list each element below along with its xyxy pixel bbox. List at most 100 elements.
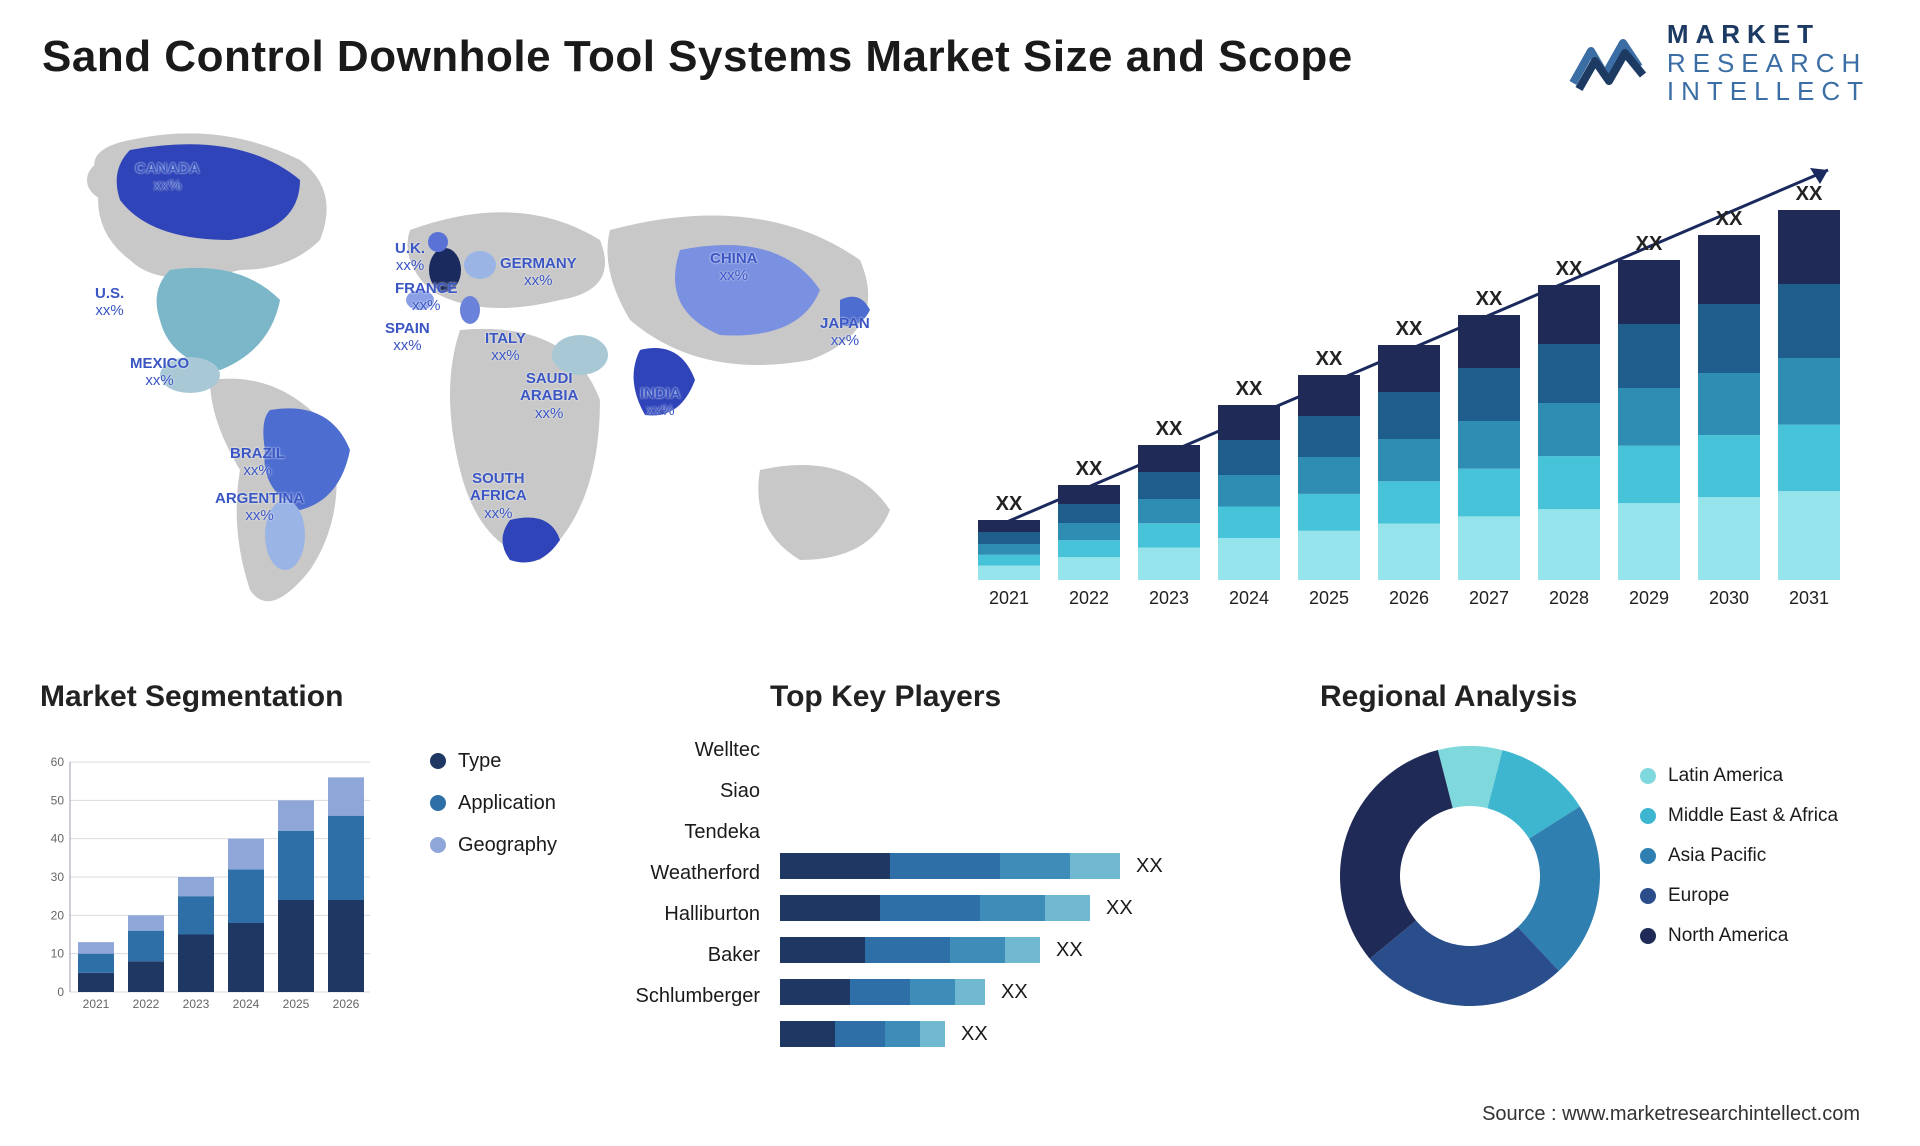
player-value: XX [1106, 897, 1133, 920]
svg-text:2021: 2021 [83, 997, 110, 1011]
svg-text:60: 60 [51, 755, 65, 769]
svg-text:XX: XX [1156, 418, 1183, 440]
svg-text:50: 50 [51, 793, 65, 807]
legend-label: Europe [1668, 876, 1729, 916]
player-name-siao: Siao [610, 771, 760, 812]
svg-text:2025: 2025 [283, 997, 310, 1011]
world-map [40, 120, 940, 660]
svg-text:0: 0 [57, 985, 64, 999]
player-bar-seg [1000, 853, 1070, 879]
svg-text:XX: XX [1236, 378, 1263, 400]
player-bar-seg [780, 937, 865, 963]
player-value: XX [1001, 981, 1028, 1004]
map-label-france: FRANCExx% [395, 280, 458, 315]
map-label-italy: ITALYxx% [485, 330, 526, 365]
player-bar-seg [980, 895, 1045, 921]
player-bar-seg [780, 853, 890, 879]
swatch-dot [1640, 928, 1656, 944]
player-row-weatherford: XX [780, 890, 1240, 926]
regional-title: Regional Analysis [1320, 680, 1880, 714]
svg-text:2029: 2029 [1629, 588, 1669, 608]
player-name-schlumberger: Schlumberger [610, 976, 760, 1017]
player-name-welltec: Welltec [610, 730, 760, 771]
player-bar-seg [880, 895, 980, 921]
map-label-us: U.S.xx% [95, 285, 124, 320]
player-bar-seg [850, 979, 910, 1005]
region-legend-middle-east---africa: Middle East & Africa [1640, 796, 1838, 836]
map-label-india: INDIAxx% [640, 385, 681, 420]
player-value: XX [1056, 939, 1083, 962]
player-value: XX [961, 1023, 988, 1046]
swatch-dot [430, 753, 446, 769]
logo-line1: MARKET [1667, 20, 1870, 49]
region-legend-north-america: North America [1640, 916, 1838, 956]
segmentation-chart: 0102030405060202120222023202420252026 [40, 732, 380, 1022]
svg-text:2024: 2024 [1229, 588, 1269, 608]
page-title: Sand Control Downhole Tool Systems Marke… [42, 32, 1353, 82]
swatch-dot [430, 837, 446, 853]
legend-label: Application [458, 782, 556, 824]
player-bar-seg [1070, 853, 1120, 879]
map-label-japan: JAPANxx% [820, 315, 870, 350]
player-name-halliburton: Halliburton [610, 894, 760, 935]
legend-label: North America [1668, 916, 1788, 956]
logo-line2: RESEARCH [1667, 49, 1870, 78]
svg-text:40: 40 [51, 832, 65, 846]
svg-text:XX: XX [996, 493, 1023, 515]
source-line: Source : www.marketresearchintellect.com [1482, 1103, 1860, 1126]
player-bar-seg [780, 1021, 835, 1047]
logo-line3: INTELLECT [1667, 77, 1870, 106]
player-row-baker: XX [780, 974, 1240, 1010]
region-legend-latin-america: Latin America [1640, 756, 1838, 796]
map-label-mexico: MEXICOxx% [130, 355, 189, 390]
world-map-panel: CANADAxx% U.S.xx% MEXICOxx% BRAZILxx% ARGENT… [40, 120, 940, 660]
svg-text:XX: XX [1076, 458, 1103, 480]
map-label-argentina: ARGENTINAxx% [215, 490, 304, 525]
segmentation-legend: TypeApplicationGeography [430, 740, 557, 866]
player-name-tendeka: Tendeka [610, 812, 760, 853]
logo-icon [1569, 31, 1653, 95]
segmentation-panel: Market Segmentation 01020304050602021202… [40, 680, 680, 1022]
svg-text:2022: 2022 [1069, 588, 1109, 608]
svg-text:2021: 2021 [989, 588, 1029, 608]
legend-label: Asia Pacific [1668, 836, 1766, 876]
player-bar-seg [920, 1021, 945, 1047]
player-bar-seg [885, 1021, 920, 1047]
regional-panel: Regional Analysis Latin AmericaMiddle Ea… [1320, 680, 1880, 1026]
players-bars: XX XX XX XX XX [780, 764, 1240, 1064]
svg-text:30: 30 [51, 870, 65, 884]
player-row-schlumberger: XX [780, 1016, 1240, 1052]
svg-text:2022: 2022 [133, 997, 160, 1011]
seg-legend-application: Application [430, 782, 557, 824]
main-bar-chart: 2021XX2022XX2023XX2024XX2025XX2026XX2027… [970, 130, 1850, 630]
swatch-dot [1640, 848, 1656, 864]
svg-text:2026: 2026 [1389, 588, 1429, 608]
swatch-dot [1640, 888, 1656, 904]
svg-text:2031: 2031 [1789, 588, 1829, 608]
player-bar-seg [950, 937, 1005, 963]
player-bar-seg [1045, 895, 1090, 921]
svg-text:XX: XX [1396, 318, 1423, 340]
segmentation-title: Market Segmentation [40, 680, 680, 714]
svg-text:20: 20 [51, 908, 65, 922]
player-bar-seg [780, 979, 850, 1005]
players-title: Top Key Players [770, 680, 1290, 714]
legend-label: Geography [458, 824, 557, 866]
map-label-saudiarabia: SAUDIARABIAxx% [520, 370, 578, 422]
map-label-canada: CANADAxx% [135, 160, 200, 195]
svg-text:2023: 2023 [183, 997, 210, 1011]
region-legend-europe: Europe [1640, 876, 1838, 916]
regional-legend: Latin AmericaMiddle East & AfricaAsia Pa… [1640, 756, 1838, 955]
svg-text:XX: XX [1796, 183, 1823, 205]
map-label-brazil: BRAZILxx% [230, 445, 285, 480]
svg-text:2027: 2027 [1469, 588, 1509, 608]
player-row-tendeka: XX [780, 848, 1240, 884]
regional-donut [1320, 726, 1620, 1026]
svg-text:XX: XX [1636, 233, 1663, 255]
player-bar-seg [835, 1021, 885, 1047]
map-label-spain: SPAINxx% [385, 320, 430, 355]
map-label-southafrica: SOUTHAFRICAxx% [470, 470, 527, 522]
svg-text:2024: 2024 [233, 997, 260, 1011]
svg-text:2026: 2026 [333, 997, 360, 1011]
seg-legend-type: Type [430, 740, 557, 782]
